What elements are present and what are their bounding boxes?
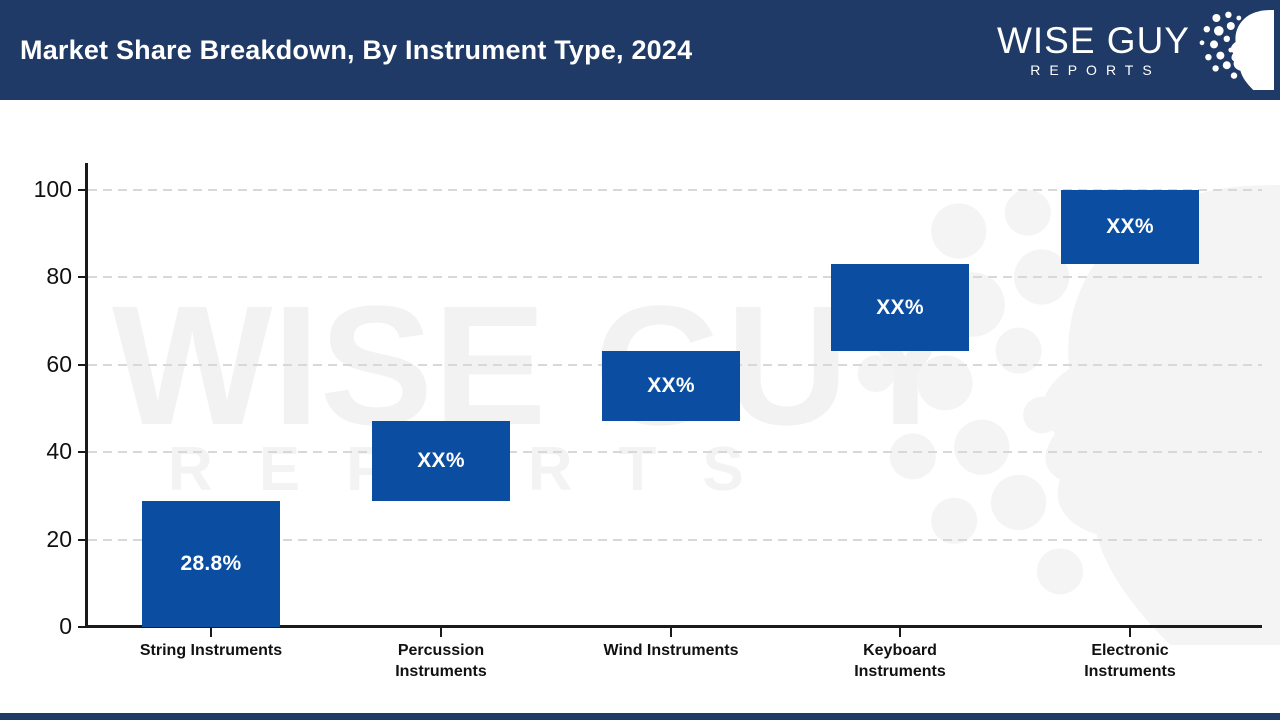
bar-segment: XX% <box>1061 189 1199 264</box>
x-category-label-line: Keyboard <box>863 642 937 659</box>
gridline <box>88 451 1262 453</box>
gridline <box>88 188 1262 191</box>
x-category-label: Wind Instruments <box>556 640 786 661</box>
x-axis-line <box>85 625 1262 628</box>
y-axis-tick-mark <box>78 363 87 366</box>
brand-logo-wiseguy: WISE GUY <box>996 20 1190 61</box>
x-category-label-line: Percussion <box>397 642 485 659</box>
x-category-label-line: Instruments <box>854 663 946 680</box>
gridline <box>88 538 1262 541</box>
y-axis-line <box>85 163 88 628</box>
bar-segment: XX% <box>372 421 510 501</box>
bar-segment: XX% <box>831 263 969 352</box>
page-title: Market Share Breakdown, By Instrument Ty… <box>20 34 693 65</box>
y-axis-tick-label: 80 <box>46 263 72 289</box>
bar-value-label: XX% <box>417 449 465 473</box>
x-category-label: Percussion Instruments <box>326 640 556 682</box>
y-axis-tick-label: 40 <box>46 438 72 464</box>
bar-value-label: XX% <box>1106 214 1154 238</box>
x-category-label-line: String Instruments <box>139 642 283 659</box>
gridline <box>88 276 1262 278</box>
header-bar: Market Share Breakdown, By Instrument Ty… <box>0 0 1280 100</box>
brand-logo: WISE GUY REPORTS <box>997 8 1274 92</box>
bar-value-label: 28.8% <box>180 552 242 575</box>
brand-logo-reports: REPORTS <box>1030 62 1161 78</box>
y-axis-tick-label: 100 <box>33 175 72 202</box>
y-axis-tick-mark <box>78 451 87 453</box>
bar-value-label: XX% <box>647 374 695 398</box>
bar-segment: XX% <box>602 351 740 422</box>
bottom-accent-bar <box>0 713 1280 720</box>
x-axis-tick-mark <box>1129 628 1131 637</box>
y-axis-tick-mark <box>78 276 87 278</box>
x-axis-tick-mark <box>440 628 442 637</box>
bar-segment: 28.8% <box>142 501 280 627</box>
y-axis-tick-label: 0 <box>59 613 72 639</box>
x-category-label: Electronic Instruments <box>1015 640 1245 682</box>
brand-face-icon <box>1199 10 1274 90</box>
brand-logo-text: WISE GUY REPORTS <box>996 20 1190 79</box>
x-category-label: Keyboard Instruments <box>785 640 1015 682</box>
x-category-label-line: Instruments <box>395 663 487 680</box>
y-axis-tick-mark <box>78 626 87 628</box>
x-category-label: String Instruments <box>96 640 326 661</box>
x-axis-tick-mark <box>670 628 672 637</box>
x-axis-tick-mark <box>210 628 212 637</box>
x-category-label-line: Instruments <box>1084 663 1176 680</box>
y-axis-tick-mark <box>78 538 87 541</box>
y-axis-tick-label: 60 <box>46 350 72 377</box>
x-category-label-line: Wind Instruments <box>603 642 739 659</box>
y-axis-tick-label: 20 <box>46 525 72 552</box>
x-category-label-line: Electronic <box>1091 642 1169 659</box>
y-axis-tick-mark <box>78 188 87 191</box>
bar-value-label: XX% <box>876 295 924 319</box>
x-axis-tick-mark <box>899 628 901 637</box>
